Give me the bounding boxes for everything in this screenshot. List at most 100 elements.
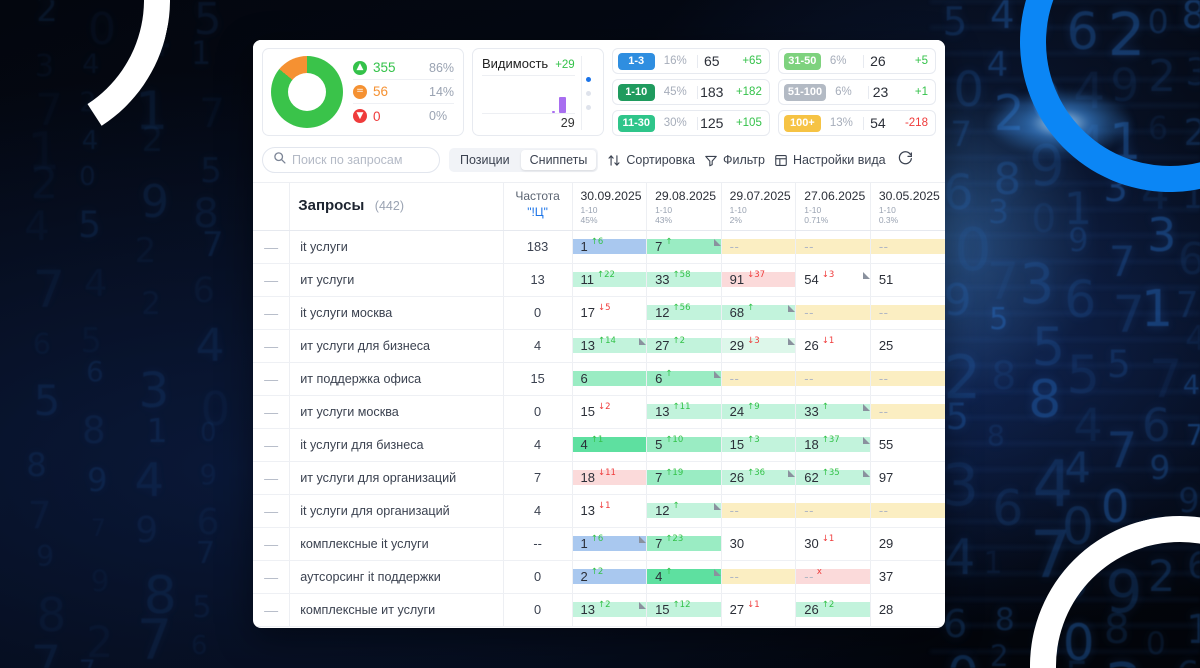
position-cell[interactable]: 33 ↑58 — [646, 263, 722, 297]
table-row[interactable]: — комплексные ит услуги 0 13 ↑2 15 ↑12 27 ↓1 26 ↑2… — [253, 593, 945, 627]
metric-row-100+[interactable]: 100+ 13% 54 -218 — [777, 110, 936, 136]
position-cell[interactable]: 24 ↑9 — [721, 395, 797, 429]
row-query[interactable]: it услуги для бизнеса — [289, 428, 504, 462]
position-cell[interactable]: -- — [870, 494, 945, 528]
position-cell[interactable]: 68 ↑ — [721, 296, 797, 330]
view-mode-segmented[interactable]: Позиции Сниппеты — [449, 148, 599, 172]
position-cell[interactable]: 29 ↓3 — [721, 329, 797, 363]
position-cell[interactable]: -- — [870, 362, 945, 396]
position-cell[interactable]: -- — [795, 494, 871, 528]
frequency-column-header[interactable]: Частота "!Ц" — [503, 183, 573, 231]
row-expand-toggle[interactable]: — — [253, 428, 291, 462]
position-cell[interactable]: 27 ↓1 — [721, 593, 797, 627]
position-cell[interactable]: 28 — [870, 593, 945, 627]
row-query[interactable]: it услуги москва — [289, 296, 504, 330]
position-cell[interactable]: 37 — [870, 560, 945, 594]
pager-dot-2[interactable] — [585, 90, 591, 96]
date-column-header[interactable]: 29.08.2025 1-10 43% — [646, 183, 722, 231]
position-cell[interactable]: -- — [870, 296, 945, 330]
position-cell[interactable]: -- — [795, 296, 871, 330]
row-expand-toggle[interactable]: — — [253, 263, 291, 297]
position-cell[interactable]: -- — [721, 560, 797, 594]
position-cell[interactable]: 62 ↑35 — [795, 461, 871, 495]
position-cell[interactable]: 7 ↑ — [646, 230, 722, 264]
position-cell[interactable]: 13 ↑11 — [646, 395, 722, 429]
position-cell[interactable]: 13 ↓1 — [572, 494, 648, 528]
row-query[interactable]: комплексные ит услуги — [289, 593, 504, 627]
row-query[interactable]: it услуги — [289, 230, 504, 264]
position-cell[interactable]: 12 ↑ — [646, 494, 722, 528]
row-query[interactable]: комплексные it услуги — [289, 527, 504, 561]
metric-row-51-100[interactable]: 51-100 6% 23 +1 — [777, 79, 936, 105]
pager-dot-3[interactable] — [585, 104, 591, 110]
position-cell[interactable]: 1 ↑6 — [572, 230, 648, 264]
date-column-header[interactable]: 30.09.2025 1-10 45% — [572, 183, 648, 231]
position-cell[interactable]: 27 ↑2 — [646, 329, 722, 363]
row-query[interactable]: ит услуги для организаций — [289, 461, 504, 495]
table-row[interactable]: — it услуги москва 0 17 ↓5 12 ↑56 68 ↑ -- -- — [253, 296, 945, 330]
row-query[interactable]: ит услуги — [289, 263, 504, 297]
row-query[interactable]: ит услуги москва — [289, 395, 504, 429]
position-cell[interactable]: 26 ↑36 — [721, 461, 797, 495]
query-column-header[interactable]: Запросы (442) — [289, 183, 504, 231]
table-row[interactable]: — аутсорсинг it поддержки 0 2 ↑2 4 ↑ -- -- x 37 — [253, 560, 945, 594]
position-cell[interactable]: 29 — [870, 527, 945, 561]
tab-positions[interactable]: Позиции — [460, 153, 510, 167]
view-settings-button[interactable]: Настройки вида — [774, 153, 886, 168]
row-query[interactable]: it услуги для организаций — [289, 494, 504, 528]
table-row[interactable]: — it услуги 183 1 ↑6 7 ↑ -- -- -- — [253, 230, 945, 264]
row-query[interactable]: аутсорсинг it поддержки — [289, 560, 504, 594]
position-cell[interactable]: 7 ↑19 — [646, 461, 722, 495]
date-column-header[interactable]: 30.05.2025 1-10 0.3% — [870, 183, 945, 231]
position-cell[interactable]: 30 ↓1 — [795, 527, 871, 561]
position-cell[interactable]: 2 ↑2 — [572, 560, 648, 594]
position-cell[interactable]: -- — [795, 362, 871, 396]
table-row[interactable]: — ит поддержка офиса 15 6 6 ↑ -- -- -- — [253, 362, 945, 396]
row-expand-toggle[interactable]: — — [253, 296, 291, 330]
table-row[interactable]: — it услуги для бизнеса 4 4 ↑1 5 ↑10 15 ↑3 18 ↑37 5… — [253, 428, 945, 462]
position-cell[interactable]: 54 ↓3 — [795, 263, 871, 297]
row-expand-toggle[interactable]: — — [253, 560, 291, 594]
position-cell[interactable]: 15 ↑3 — [721, 428, 797, 462]
position-cell[interactable]: -- — [870, 395, 945, 429]
position-cell[interactable]: 91 ↓37 — [721, 263, 797, 297]
position-cell[interactable]: 12 ↑56 — [646, 296, 722, 330]
position-cell[interactable]: 5 ↑10 — [646, 428, 722, 462]
row-query[interactable]: ит поддержка офиса — [289, 362, 504, 396]
row-expand-toggle[interactable]: — — [253, 494, 291, 528]
position-cell[interactable]: 97 — [870, 461, 945, 495]
position-cell[interactable]: 26 ↓1 — [795, 329, 871, 363]
tab-snippets[interactable]: Сниппеты — [520, 150, 597, 170]
position-cell[interactable]: 26 ↑2 — [795, 593, 871, 627]
position-cell[interactable]: -- — [870, 230, 945, 264]
metric-row-11-30[interactable]: 11-30 30% 125 +105 — [611, 110, 770, 136]
row-expand-toggle[interactable]: — — [253, 230, 291, 264]
metric-row-31-50[interactable]: 31-50 6% 26 +5 — [777, 48, 936, 74]
sort-button[interactable]: Сортировка — [607, 153, 695, 168]
position-cell[interactable]: 7 ↑23 — [646, 527, 722, 561]
position-cell[interactable]: 33 ↑ — [795, 395, 871, 429]
position-cell[interactable]: 15 ↑12 — [646, 593, 722, 627]
position-cell[interactable]: 30 — [721, 527, 797, 561]
pager-dot-1[interactable] — [585, 76, 591, 82]
row-expand-toggle[interactable]: — — [253, 527, 291, 561]
metric-row-1-10[interactable]: 1-10 45% 183 +182 — [611, 79, 770, 105]
position-cell[interactable]: 1 ↑6 — [572, 527, 648, 561]
table-row[interactable]: — ит услуги 13 11 ↑22 33 ↑58 91 ↓37 54 ↓3 51 — [253, 263, 945, 297]
search-box[interactable] — [262, 147, 440, 173]
row-expand-toggle[interactable]: — — [253, 593, 291, 627]
refresh-icon[interactable] — [897, 150, 913, 171]
table-row[interactable]: — комплексные it услуги -- 1 ↑6 7 ↑23 30 30 ↓1 29 — [253, 527, 945, 561]
table-row[interactable]: — ит услуги москва 0 15 ↓2 13 ↑11 24 ↑9 33 ↑ -- — [253, 395, 945, 429]
table-row[interactable]: — ит услуги для бизнеса 4 13 ↑14 27 ↑2 29 ↓3 26 ↓1… — [253, 329, 945, 363]
position-cell[interactable]: 25 — [870, 329, 945, 363]
position-cell[interactable]: 55 — [870, 428, 945, 462]
position-cell[interactable]: 17 ↓5 — [572, 296, 648, 330]
row-expand-toggle[interactable]: — — [253, 395, 291, 429]
position-cell[interactable]: 15 ↓2 — [572, 395, 648, 429]
position-cell[interactable]: 51 — [870, 263, 945, 297]
position-cell[interactable]: -- — [721, 494, 797, 528]
date-column-header[interactable]: 29.07.2025 1-10 2% — [721, 183, 797, 231]
row-expand-toggle[interactable]: — — [253, 362, 291, 396]
position-cell[interactable]: 4 ↑ — [646, 560, 722, 594]
